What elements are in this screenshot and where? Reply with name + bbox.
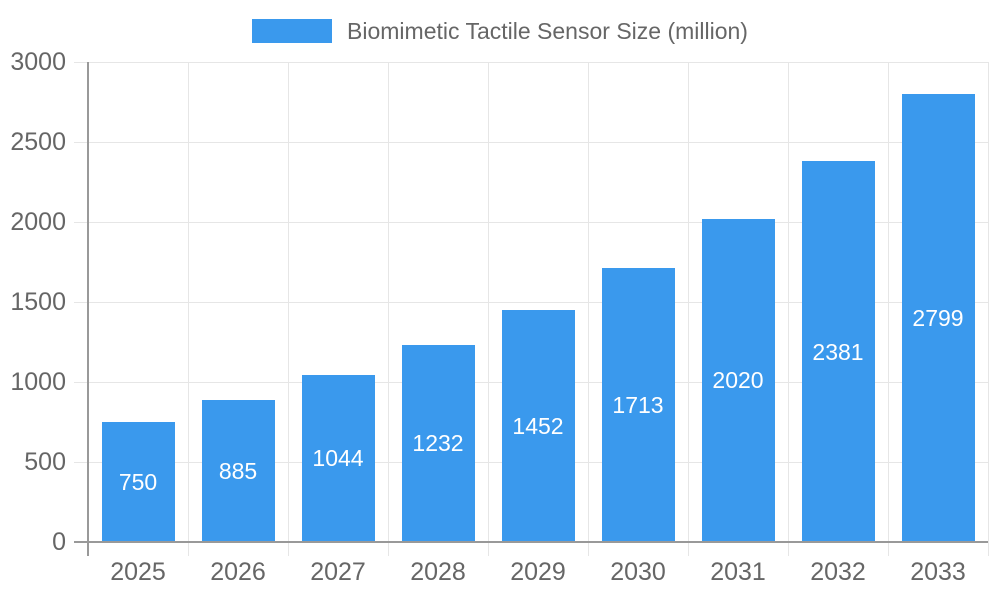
x-axis-label: 2028 <box>410 558 466 586</box>
y-gridline <box>74 222 988 223</box>
legend-label: Biomimetic Tactile Sensor Size (million) <box>347 18 748 44</box>
x-axis-label: 2031 <box>710 558 766 586</box>
bar[interactable] <box>301 374 375 542</box>
x-axis-label: 2032 <box>810 558 866 586</box>
x-axis-label: 2027 <box>310 558 366 586</box>
bar[interactable] <box>501 309 575 542</box>
x-axis-label: 2030 <box>610 558 666 586</box>
x-gridline <box>188 62 189 556</box>
x-axis-label: 2029 <box>510 558 566 586</box>
y-axis-tick-label: 500 <box>24 448 66 476</box>
bar[interactable] <box>901 94 975 542</box>
y-axis-tick-label: 2000 <box>10 208 66 236</box>
x-gridline <box>688 62 689 556</box>
x-axis-line <box>74 541 988 543</box>
x-gridline <box>288 62 289 556</box>
y-gridline <box>74 62 988 63</box>
legend-swatch-icon <box>252 19 333 43</box>
y-axis-tick-label: 3000 <box>10 48 66 76</box>
x-axis-label: 2025 <box>110 558 166 586</box>
bar[interactable] <box>701 218 775 542</box>
x-gridline <box>788 62 789 556</box>
y-axis-tick-label: 0 <box>52 528 66 556</box>
x-axis-label: 2026 <box>210 558 266 586</box>
y-axis-tick-label: 1000 <box>10 368 66 396</box>
y-axis-tick-label: 2500 <box>10 128 66 156</box>
y-axis-tick-label: 1500 <box>10 288 66 316</box>
bar[interactable] <box>601 267 675 542</box>
x-gridline <box>888 62 889 556</box>
legend-item[interactable]: Biomimetic Tactile Sensor Size (million) <box>0 16 1000 46</box>
y-gridline <box>74 302 988 303</box>
bar[interactable] <box>401 344 475 542</box>
x-gridline <box>488 62 489 556</box>
x-axis-label: 2033 <box>910 558 966 586</box>
bar[interactable] <box>201 400 275 542</box>
y-gridline <box>74 142 988 143</box>
x-gridline <box>388 62 389 556</box>
x-gridline <box>588 62 589 556</box>
x-gridline <box>988 62 989 556</box>
bar[interactable] <box>801 161 875 542</box>
bar[interactable] <box>101 422 175 542</box>
y-axis-line <box>87 62 89 556</box>
